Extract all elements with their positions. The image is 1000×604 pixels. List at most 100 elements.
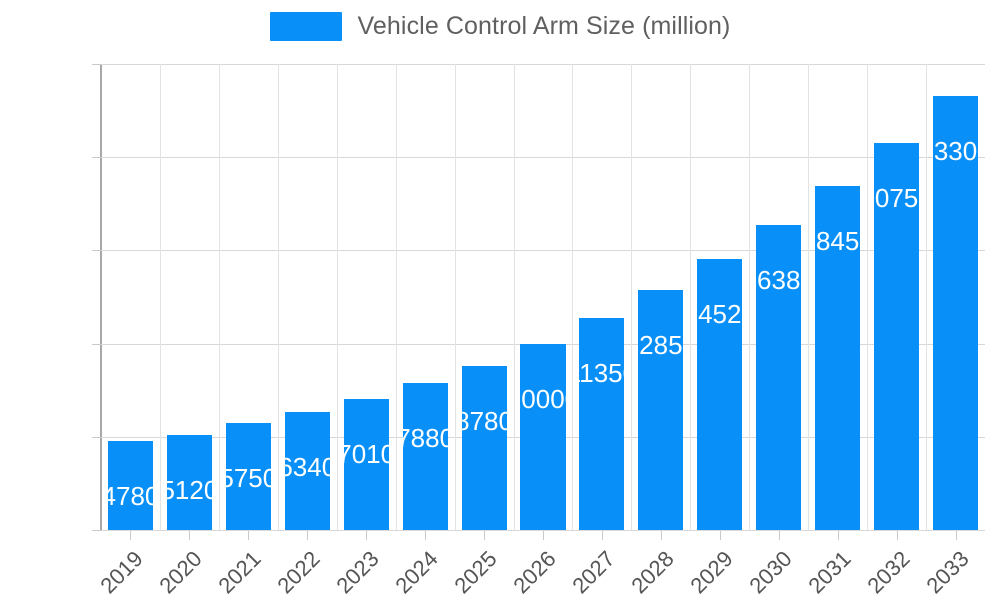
- x-axis-tick-mark: [366, 531, 367, 540]
- bar-value-label: 12850: [638, 330, 683, 361]
- bar-value-label: 8780: [461, 406, 507, 437]
- x-axis-tick-label: 2031: [803, 546, 856, 599]
- bar-fill: 8780: [461, 366, 507, 530]
- bar[interactable]: 11350: [579, 318, 625, 530]
- bar-value-label: 20750: [874, 183, 919, 214]
- bar-value-label: 10000: [520, 383, 565, 414]
- bar[interactable]: 23300: [932, 95, 979, 530]
- bar-fill: 7010: [343, 399, 389, 530]
- x-axis-tick-label: 2027: [567, 546, 620, 599]
- gridline-vertical: [396, 64, 397, 530]
- y-axis-tick-mark: [92, 250, 101, 252]
- chart-legend: Vehicle Control Arm Size (million): [0, 12, 1000, 41]
- bar[interactable]: 16380: [756, 224, 802, 530]
- bar-value-label: 4780: [107, 480, 153, 511]
- gridline-horizontal: [101, 530, 985, 531]
- bar-fill: 12850: [638, 290, 684, 530]
- gridline-vertical: [455, 64, 456, 530]
- bar[interactable]: 7010: [343, 399, 389, 530]
- gridline-vertical: [631, 64, 632, 530]
- bar-fill: 14520: [697, 259, 743, 530]
- bar[interactable]: 7880: [402, 383, 448, 530]
- bar-value-label: 11350: [579, 358, 624, 389]
- gridline-horizontal: [101, 64, 985, 65]
- bar-fill: 6340: [284, 411, 330, 530]
- x-axis-tick-label: 2025: [449, 546, 502, 599]
- x-axis-tick-mark: [189, 531, 190, 540]
- y-axis-line: [100, 64, 102, 531]
- bar-fill: 11350: [579, 318, 625, 530]
- x-axis-tick-label: 2019: [95, 546, 149, 599]
- bar-fill: 10000: [520, 343, 566, 530]
- bar-value-label: 14520: [697, 299, 742, 330]
- x-axis-tick-label: 2033: [920, 546, 974, 599]
- gridline-vertical: [514, 64, 515, 530]
- bar-value-label: 16380: [756, 264, 801, 295]
- plot-area: 4780 5120 5750 6340 7010 7880 8780 10000 11350 12…: [101, 64, 985, 531]
- bar[interactable]: 5120: [166, 434, 212, 530]
- bar-series-vehicle-control-arm-size: 4780 5120 5750 6340 7010 7880 8780 10000 11350 12…: [101, 64, 985, 530]
- bar[interactable]: 12850: [638, 290, 684, 530]
- bar[interactable]: 18450: [815, 186, 861, 530]
- bar-fill: 5750: [225, 422, 271, 530]
- x-axis-tick-label: 2024: [390, 546, 443, 599]
- x-axis-tick-mark: [484, 531, 485, 540]
- y-axis-tick-mark: [92, 436, 101, 438]
- legend-swatch-vehicle-control-arm-size[interactable]: [269, 12, 342, 41]
- gridline-vertical: [690, 64, 691, 530]
- gridline-vertical: [160, 64, 161, 530]
- x-axis-tick-mark: [425, 531, 426, 540]
- bar-value-label: 7880: [402, 423, 448, 454]
- y-axis-tick-mark: [92, 530, 101, 531]
- bar[interactable]: 20750: [874, 143, 920, 530]
- gridline-vertical: [337, 64, 338, 530]
- x-axis-tick-mark: [543, 531, 544, 540]
- bar-fill: 5120: [166, 434, 212, 530]
- gridline-vertical: [808, 64, 809, 530]
- x-axis-tick-label: 2023: [331, 546, 384, 599]
- x-axis-tick-label: 2020: [154, 546, 208, 599]
- bar-fill: 4780: [107, 440, 153, 530]
- x-axis-tick-label: 2022: [272, 546, 325, 599]
- bar-fill: 20750: [874, 143, 920, 530]
- x-axis-tick-label: 2021: [213, 546, 267, 599]
- legend-label-vehicle-control-arm-size[interactable]: Vehicle Control Arm Size (million): [357, 12, 731, 40]
- x-axis-tick-mark: [720, 531, 721, 540]
- x-axis-tick-label: 2026: [508, 546, 561, 599]
- x-axis-tick-mark: [661, 531, 662, 540]
- gridline-horizontal: [101, 250, 985, 252]
- bar-fill: 7880: [402, 383, 448, 530]
- x-axis-tick-label: 2028: [626, 546, 679, 599]
- bar-value-label: 5750: [225, 462, 271, 493]
- x-axis-tick-label: 2029: [685, 546, 738, 599]
- x-axis-tick-mark: [130, 531, 131, 540]
- bar-value-label: 5120: [166, 474, 212, 505]
- bar[interactable]: 5750: [225, 422, 271, 530]
- gridline-vertical: [867, 64, 868, 530]
- bar[interactable]: 4780: [107, 440, 153, 530]
- gridline-horizontal: [101, 157, 985, 159]
- y-axis-tick-mark: [92, 64, 101, 65]
- bar-fill: 23300: [932, 95, 979, 530]
- x-axis-tick-mark: [838, 531, 839, 540]
- gridline-vertical: [926, 64, 927, 530]
- y-axis-tick-mark: [92, 157, 101, 159]
- gridline-vertical: [749, 64, 750, 530]
- bar-value-label: 18450: [815, 226, 860, 257]
- bar[interactable]: 10000: [520, 343, 566, 530]
- bar[interactable]: 8780: [461, 366, 507, 530]
- y-axis-tick-mark: [92, 343, 101, 345]
- gridline-vertical: [219, 64, 220, 530]
- x-axis-tick-mark: [307, 531, 308, 540]
- bar[interactable]: 14520: [697, 259, 743, 530]
- bar-value-label: 7010: [343, 439, 389, 470]
- x-axis-tick-mark: [779, 531, 780, 540]
- bar-fill: 16380: [756, 224, 802, 530]
- bar-value-label: 23300: [933, 135, 978, 166]
- x-axis-tick-label: 2032: [861, 546, 915, 599]
- x-axis-tick-mark: [897, 531, 898, 540]
- bar[interactable]: 6340: [284, 411, 330, 530]
- bar-value-label: 6340: [284, 451, 330, 482]
- gridline-vertical: [278, 64, 279, 530]
